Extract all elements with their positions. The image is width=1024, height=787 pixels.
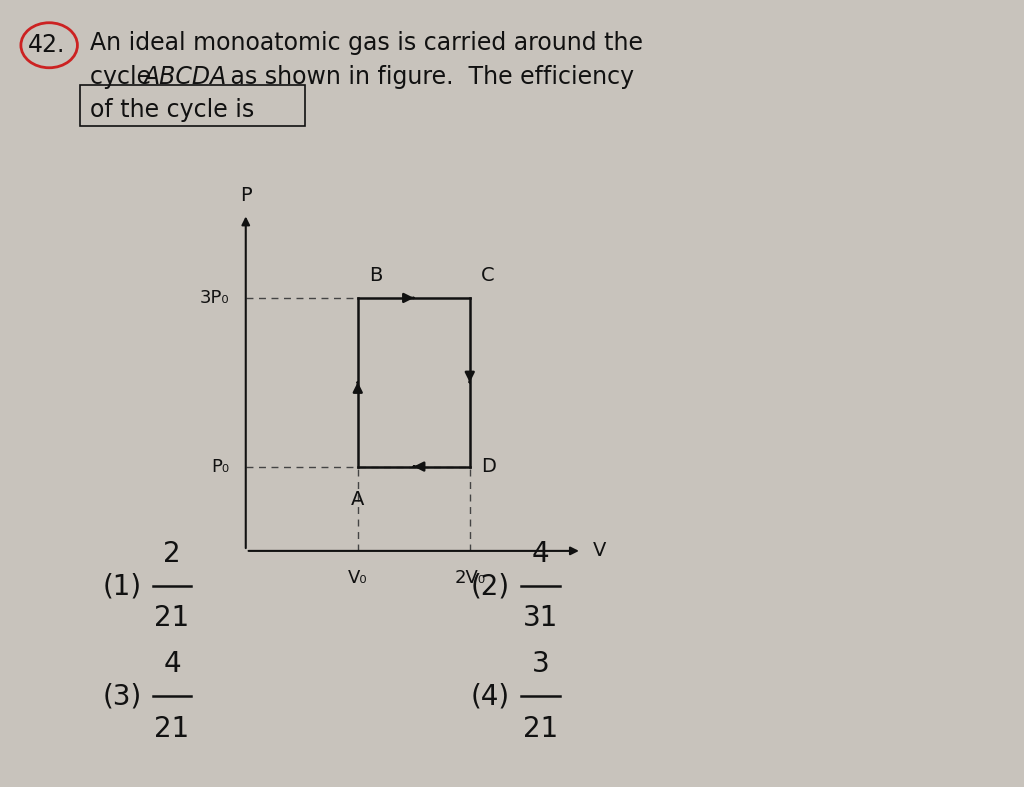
Text: (4): (4) [471,682,510,711]
Text: 21: 21 [523,715,558,743]
Text: as shown in figure.  The efficiency: as shown in figure. The efficiency [223,65,634,88]
Text: 31: 31 [523,604,558,633]
Text: (3): (3) [102,682,141,711]
Text: 3P₀: 3P₀ [200,289,229,307]
Text: 42.: 42. [28,33,65,57]
Text: 21: 21 [155,604,189,633]
Text: 4: 4 [531,540,550,568]
Text: 2: 2 [163,540,181,568]
Text: 4: 4 [163,650,181,678]
Text: P₀: P₀ [211,457,229,475]
Text: (2): (2) [471,572,510,600]
Text: V₀: V₀ [348,570,368,587]
Text: ABCDA: ABCDA [143,65,226,88]
Text: D: D [481,457,496,476]
Text: An ideal monoatomic gas is carried around the: An ideal monoatomic gas is carried aroun… [90,31,643,55]
Text: V: V [593,541,606,560]
Text: of the cycle is: of the cycle is [90,98,254,121]
Text: P: P [240,187,252,205]
Text: 2V₀: 2V₀ [455,570,485,587]
Text: (1): (1) [102,572,141,600]
Text: cycle: cycle [90,65,159,88]
Text: 3: 3 [531,650,550,678]
Text: 21: 21 [155,715,189,743]
Text: B: B [369,266,382,286]
Text: A: A [351,490,365,509]
Text: C: C [481,266,495,286]
